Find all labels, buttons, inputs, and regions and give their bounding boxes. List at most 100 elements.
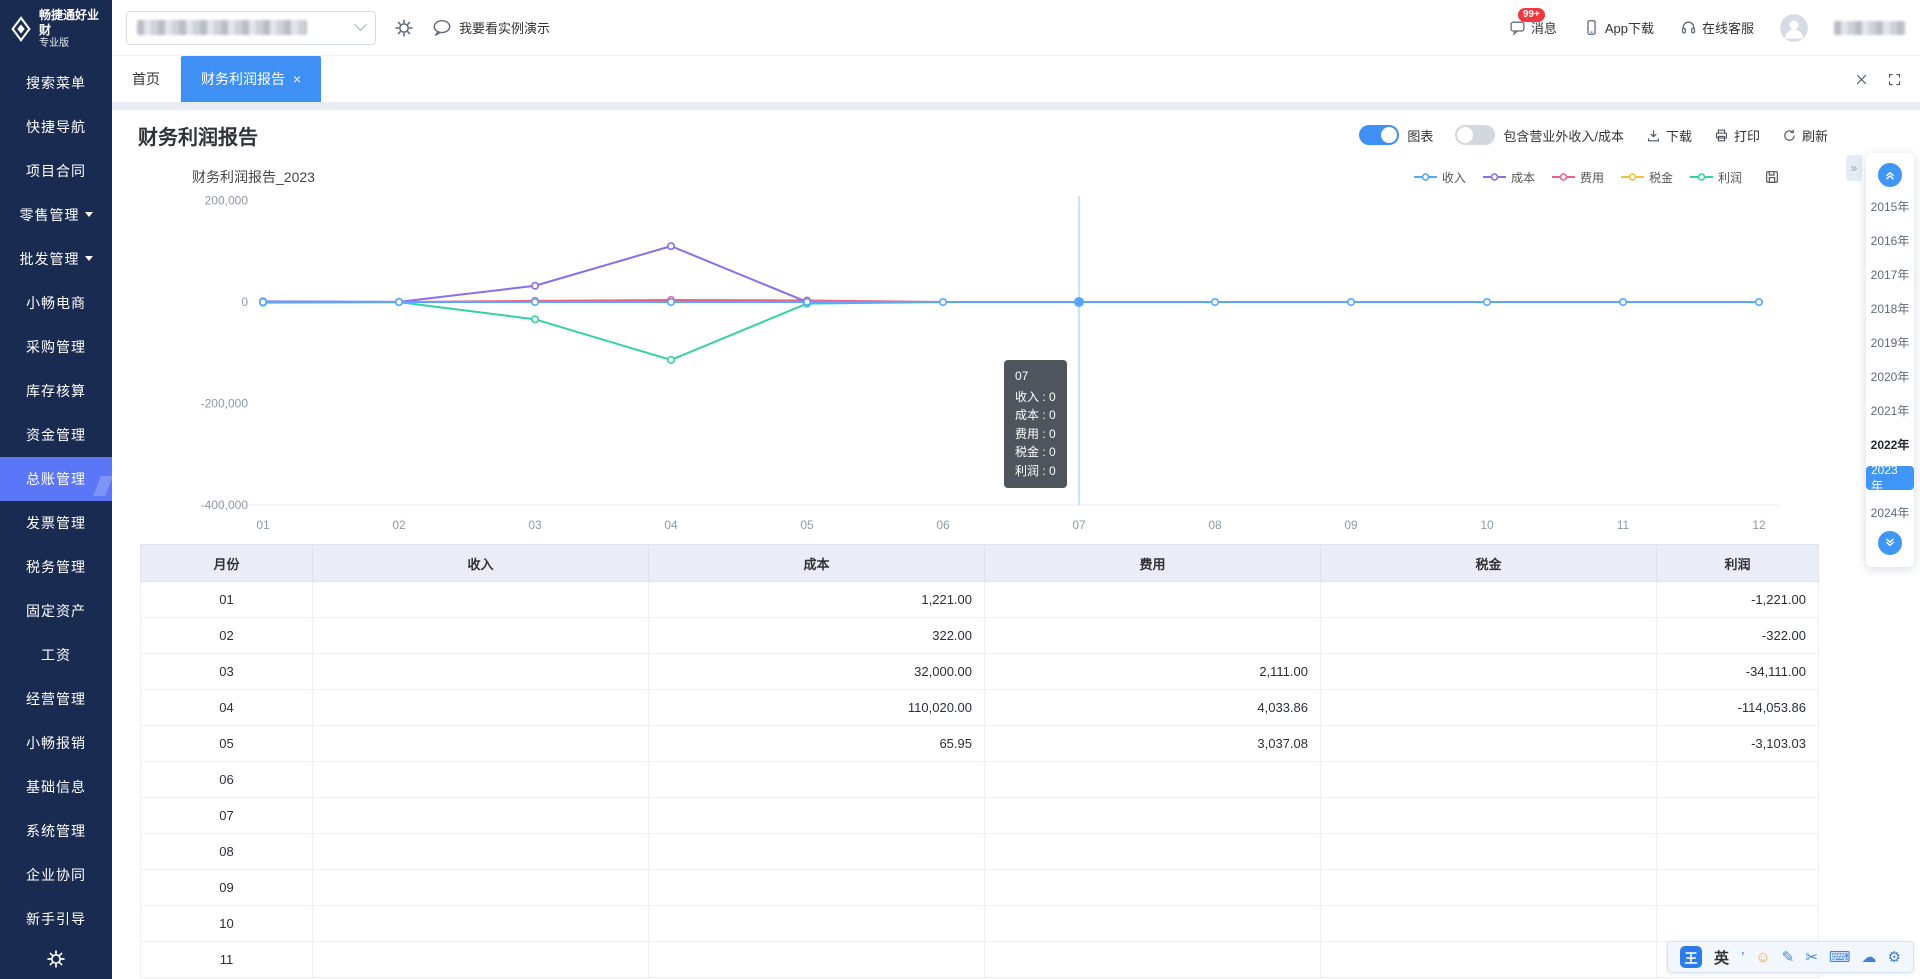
chart-head: 财务利润报告_2023 收入 成本 费用 税金 利润 <box>112 160 1920 188</box>
keyboard-icon[interactable]: ⌨ <box>1828 948 1851 966</box>
app-download-button[interactable]: App下载 <box>1583 18 1654 37</box>
year-item-2019年[interactable]: 2019年 <box>1870 335 1910 350</box>
year-item-2018年[interactable]: 2018年 <box>1870 301 1910 316</box>
legend-item-税金[interactable]: 税金 <box>1620 169 1673 186</box>
apostrophe-icon[interactable]: ’ <box>1741 948 1745 966</box>
sidebar-item-基础信息[interactable]: 基础信息 <box>0 765 112 809</box>
table-row-01[interactable]: 01 1,221.00 -1,221.00 <box>140 581 1819 618</box>
sidebar-item-零售管理[interactable]: 零售管理 <box>0 193 112 237</box>
sidebar-item-工资[interactable]: 工资 <box>0 633 112 677</box>
close-tab-icon[interactable]: × <box>293 71 302 87</box>
year-item-2021年[interactable]: 2021年 <box>1870 403 1910 418</box>
save-chart-image-icon[interactable] <box>1764 169 1780 185</box>
username-redacted[interactable] <box>1834 20 1906 35</box>
settings-icon[interactable]: ⚙ <box>1887 948 1901 966</box>
table-row-05[interactable]: 05 65.95 3,037.08 -3,103.03 <box>140 725 1819 762</box>
profit-chart[interactable]: 200,000 0 -200,000 -400,000 01 02 03 04 05 06 07 08… <box>150 188 1830 540</box>
year-item-2017年[interactable]: 2017年 <box>1870 267 1910 282</box>
app-logo: 畅捷通好业财 专业版 <box>0 0 112 55</box>
value-cell <box>1656 833 1819 870</box>
download-button[interactable]: 下载 <box>1646 126 1692 145</box>
sidebar-item-库存核算[interactable]: 库存核算 <box>0 369 112 413</box>
year-item-2020年[interactable]: 2020年 <box>1870 369 1910 384</box>
year-item-2022年[interactable]: 2022年 <box>1870 437 1910 452</box>
table-row-07[interactable]: 07 <box>140 797 1819 834</box>
table-row-04[interactable]: 04 110,020.00 4,033.86 -114,053.86 <box>140 689 1819 726</box>
demo-link[interactable]: 我要看实例演示 <box>432 18 550 37</box>
sidebar-settings-gear-icon[interactable] <box>46 949 66 969</box>
column-header-成本: 成本 <box>648 544 985 582</box>
table-row-03[interactable]: 03 32,000.00 2,111.00 -34,111.00 <box>140 653 1819 690</box>
page-header: 财务利润报告 图表 包含营业外收入/成本 <box>112 110 1920 160</box>
legend-item-利润[interactable]: 利润 <box>1689 169 1742 186</box>
fullscreen-icon[interactable] <box>1887 72 1902 87</box>
tab-profit-report[interactable]: 财务利润报告 × <box>181 56 322 102</box>
close-all-tabs-icon[interactable] <box>1854 72 1869 87</box>
legend-label: 费用 <box>1579 170 1604 185</box>
include-nonoperating-toggle[interactable] <box>1455 125 1496 145</box>
year-item-2024年[interactable]: 2024年 <box>1870 505 1910 520</box>
legend-item-收入[interactable]: 收入 <box>1413 169 1466 186</box>
settings-gear-icon[interactable] <box>394 18 414 38</box>
smiley-icon[interactable]: ☺ <box>1755 948 1771 966</box>
scroll-years-up-button[interactable] <box>1878 163 1902 187</box>
value-cell <box>648 761 985 798</box>
svg-text:200,000: 200,000 <box>205 193 249 207</box>
year-item-2016年[interactable]: 2016年 <box>1870 233 1910 248</box>
profit-chart-svg: 200,000 0 -200,000 -400,000 01 02 03 04 05 06 07 08… <box>201 193 1779 532</box>
scissors-icon[interactable]: ✂ <box>1805 948 1818 966</box>
value-cell <box>1656 761 1819 798</box>
table-row-09[interactable]: 09 <box>140 869 1819 906</box>
user-avatar-icon <box>1780 13 1808 42</box>
collapse-year-panel-handle[interactable]: » <box>1846 155 1862 181</box>
pencil-icon[interactable]: ✎ <box>1781 948 1795 966</box>
table-row-08[interactable]: 08 <box>140 833 1819 870</box>
ime-language-indicator[interactable]: 英 <box>1714 949 1730 967</box>
sidebar-item-小畅报销[interactable]: 小畅报销 <box>0 721 112 765</box>
sidebar-item-采购管理[interactable]: 采购管理 <box>0 325 112 369</box>
sidebar-item-固定资产[interactable]: 固定资产 <box>0 589 112 633</box>
value-cell <box>312 833 649 870</box>
sidebar-item-label: 固定资产 <box>26 602 86 619</box>
sidebar-item-企业协同[interactable]: 企业协同 <box>0 853 112 897</box>
sidebar-item-系统管理[interactable]: 系统管理 <box>0 809 112 853</box>
month-cell: 08 <box>140 833 313 870</box>
cloud-icon[interactable]: ☁ <box>1861 948 1877 966</box>
year-item-2015年[interactable]: 2015年 <box>1870 199 1910 214</box>
avatar[interactable] <box>1780 13 1808 42</box>
refresh-button[interactable]: 刷新 <box>1782 126 1828 145</box>
ime-logo[interactable]: 王 <box>1680 946 1703 968</box>
sidebar-item-税务管理[interactable]: 税务管理 <box>0 545 112 589</box>
sidebar-item-label: 零售管理 <box>19 206 80 223</box>
table-row-06[interactable]: 06 <box>140 761 1819 798</box>
year-item-2023年[interactable]: 2023年 <box>1866 463 1914 493</box>
sidebar-item-项目合同[interactable]: 项目合同 <box>0 149 112 193</box>
toggle-knob <box>1457 127 1474 143</box>
sidebar-item-资金管理[interactable]: 资金管理 <box>0 413 112 457</box>
value-cell: -322.00 <box>1656 617 1819 654</box>
company-select[interactable] <box>126 10 376 45</box>
table-row-11[interactable]: 11 <box>140 941 1819 978</box>
sidebar-item-发票管理[interactable]: 发票管理 <box>0 501 112 545</box>
messages-button[interactable]: 99+ 消息 <box>1509 8 1557 37</box>
sidebar-item-批发管理[interactable]: 批发管理 <box>0 237 112 281</box>
sidebar-item-label: 快捷导航 <box>26 118 86 135</box>
chart-toggle[interactable] <box>1359 125 1400 145</box>
sidebar-item-搜索菜单[interactable]: 搜索菜单 <box>0 61 112 105</box>
legend-marker-icon <box>1689 173 1713 181</box>
sidebar-item-小畅电商[interactable]: 小畅电商 <box>0 281 112 325</box>
sidebar-item-新手引导[interactable]: 新手引导 <box>0 897 112 941</box>
sidebar-item-快捷导航[interactable]: 快捷导航 <box>0 105 112 149</box>
tab-home[interactable]: 首页 <box>112 56 181 102</box>
legend-item-成本[interactable]: 成本 <box>1482 169 1535 186</box>
online-service-button[interactable]: 在线客服 <box>1680 18 1754 37</box>
sidebar-item-总账管理[interactable]: 总账管理 <box>0 456 112 501</box>
sidebar-item-经营管理[interactable]: 经营管理 <box>0 677 112 721</box>
table-row-10[interactable]: 10 <box>140 905 1819 942</box>
table-row-02[interactable]: 02 322.00 -322.00 <box>140 617 1819 654</box>
value-cell <box>984 617 1321 654</box>
print-button[interactable]: 打印 <box>1714 126 1760 145</box>
svg-text:12: 12 <box>1752 518 1766 532</box>
legend-item-费用[interactable]: 费用 <box>1551 169 1604 186</box>
scroll-years-down-button[interactable] <box>1878 531 1902 555</box>
